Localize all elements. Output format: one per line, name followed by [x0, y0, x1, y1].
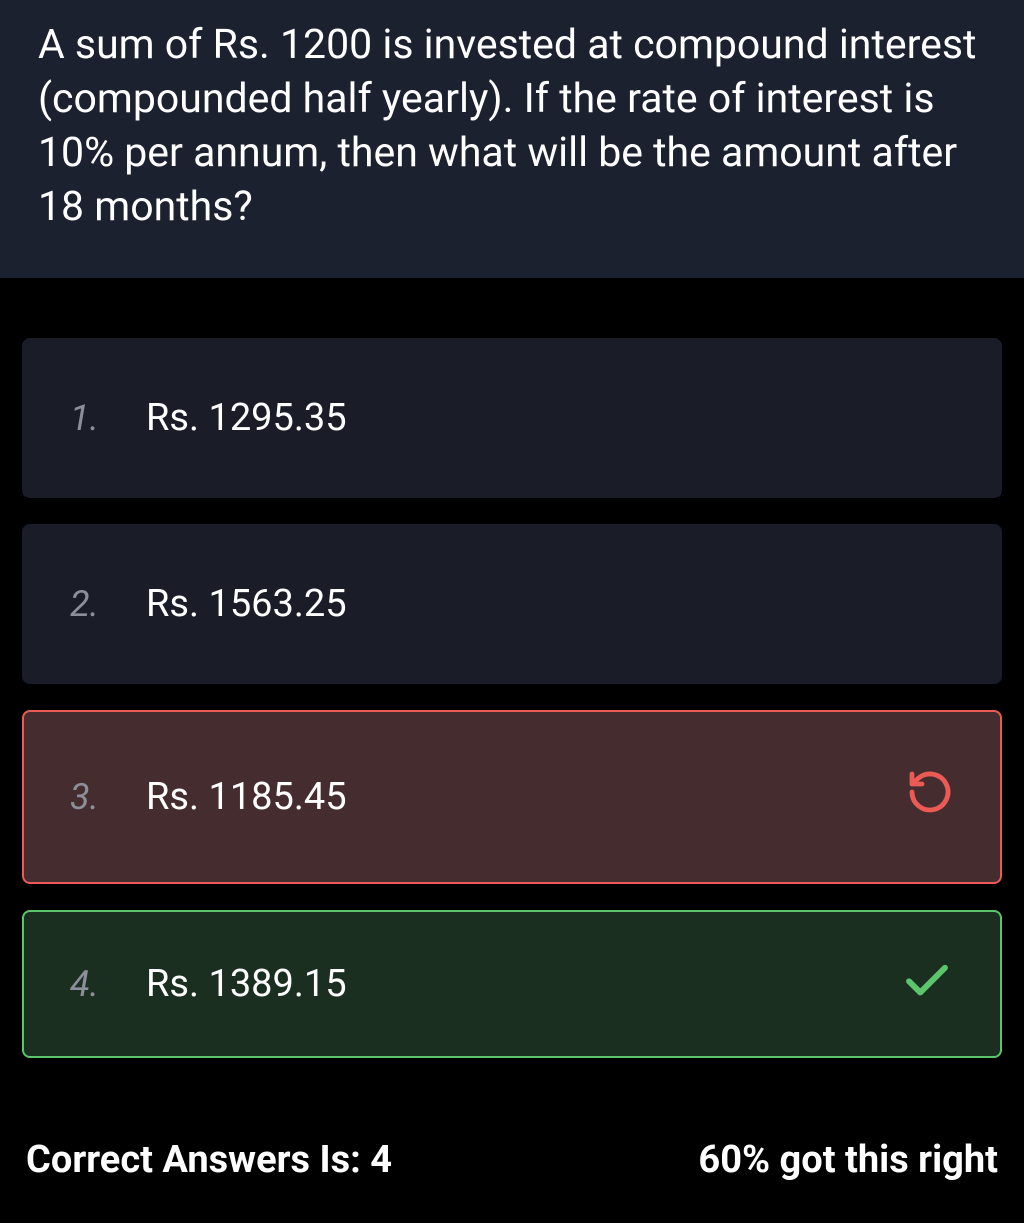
option-1[interactable]: 1. Rs. 1295.35 [22, 338, 1002, 498]
question-text: A sum of Rs. 1200 is invested at compoun… [38, 18, 986, 234]
option-number: 4. [70, 963, 110, 1005]
check-icon [900, 952, 954, 1016]
percent-right-label: 60% got this right [698, 1138, 998, 1182]
options-section: 1. Rs. 1295.35 2. Rs. 1563.25 3. Rs. 118… [0, 278, 1024, 1058]
option-label: Rs. 1389.15 [146, 962, 900, 1006]
option-label: Rs. 1185.45 [146, 775, 906, 819]
option-label: Rs. 1563.25 [146, 582, 954, 626]
correct-answer-label: Correct Answers Is: 4 [26, 1138, 392, 1182]
option-number: 3. [70, 776, 110, 818]
retry-icon [906, 768, 954, 826]
option-number: 1. [70, 397, 110, 439]
option-label: Rs. 1295.35 [146, 396, 954, 440]
option-4[interactable]: 4. Rs. 1389.15 [22, 910, 1002, 1058]
option-number: 2. [70, 583, 110, 625]
option-3[interactable]: 3. Rs. 1185.45 [22, 710, 1002, 884]
option-2[interactable]: 2. Rs. 1563.25 [22, 524, 1002, 684]
question-section: A sum of Rs. 1200 is invested at compoun… [0, 0, 1024, 278]
footer-row: Correct Answers Is: 4 60% got this right [0, 1084, 1024, 1182]
